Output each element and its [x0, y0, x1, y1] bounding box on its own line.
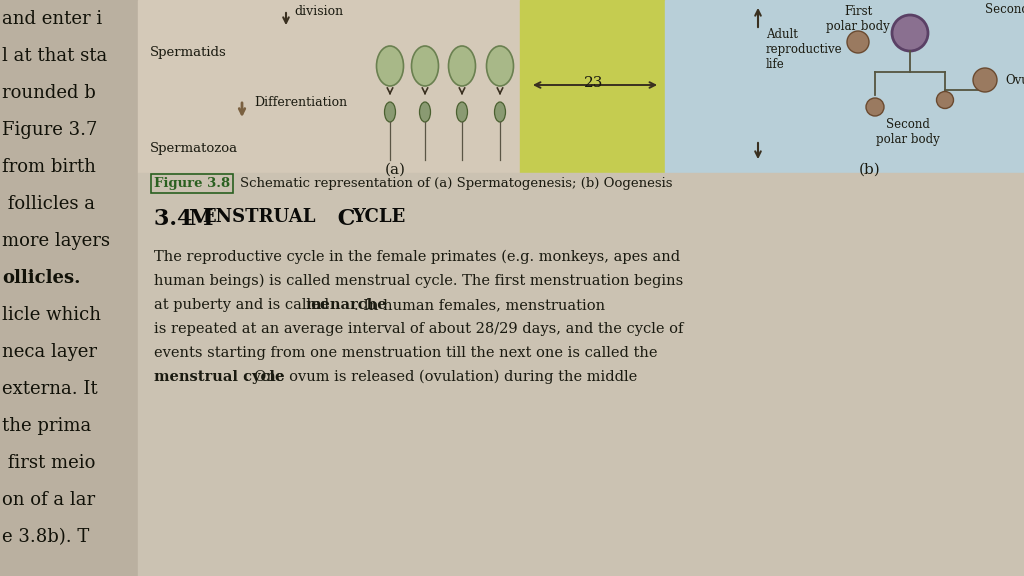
- Text: neca layer: neca layer: [2, 343, 97, 361]
- Text: 23: 23: [585, 76, 604, 90]
- Ellipse shape: [866, 98, 884, 116]
- Bar: [138, 0, 678, 173]
- Bar: [520, 0, 665, 173]
- Text: Second: Second: [985, 3, 1024, 16]
- Text: Adult
reproductive
life: Adult reproductive life: [766, 28, 843, 71]
- Ellipse shape: [495, 102, 506, 122]
- Text: . One ovum is released (ovulation) during the middle: . One ovum is released (ovulation) durin…: [245, 370, 637, 384]
- Text: Ovu: Ovu: [1005, 74, 1024, 87]
- Text: (a): (a): [384, 163, 406, 177]
- Ellipse shape: [973, 68, 997, 92]
- Ellipse shape: [486, 46, 513, 86]
- Text: human beings) is called menstrual cycle. The first menstruation begins: human beings) is called menstrual cycle.…: [154, 274, 683, 289]
- Text: The reproductive cycle in the female primates (e.g. monkeys, apes and: The reproductive cycle in the female pri…: [154, 250, 680, 264]
- Text: externa. It: externa. It: [2, 380, 97, 398]
- Text: licle which: licle which: [2, 306, 101, 324]
- Text: Spermatids: Spermatids: [150, 46, 226, 59]
- Text: M: M: [188, 208, 213, 230]
- Text: Figure 3.7: Figure 3.7: [2, 121, 97, 139]
- Ellipse shape: [892, 15, 928, 51]
- Text: Schematic representation of (a) Spermatogenesis; (b) Oogenesis: Schematic representation of (a) Spermato…: [240, 177, 673, 190]
- Text: Spermatozoa: Spermatozoa: [150, 142, 239, 155]
- Text: Second
polar body: Second polar body: [877, 118, 940, 146]
- Text: ENSTRUAL: ENSTRUAL: [202, 208, 315, 226]
- Text: division: division: [294, 5, 343, 18]
- Text: the prima: the prima: [2, 417, 91, 435]
- Ellipse shape: [457, 102, 468, 122]
- Text: events starting from one menstruation till the next one is called the: events starting from one menstruation ti…: [154, 346, 657, 360]
- Text: First
polar body: First polar body: [826, 5, 890, 33]
- Text: from birth: from birth: [2, 158, 96, 176]
- Ellipse shape: [449, 46, 475, 86]
- Text: 3.4: 3.4: [154, 208, 200, 230]
- Text: on of a lar: on of a lar: [2, 491, 95, 509]
- Text: more layers: more layers: [2, 232, 110, 250]
- Text: Figure 3.8: Figure 3.8: [154, 177, 230, 190]
- Text: first meio: first meio: [2, 454, 95, 472]
- Text: (b): (b): [859, 163, 881, 177]
- Bar: [665, 0, 1024, 173]
- Text: is repeated at an average interval of about 28/29 days, and the cycle of: is repeated at an average interval of ab…: [154, 322, 683, 336]
- Text: menarche: menarche: [305, 298, 387, 312]
- Bar: [0, 0, 138, 576]
- Text: follicles a: follicles a: [2, 195, 95, 213]
- Text: and enter i: and enter i: [2, 10, 102, 28]
- Ellipse shape: [384, 102, 395, 122]
- Text: l at that sta: l at that sta: [2, 47, 108, 65]
- Text: e 3.8b). T: e 3.8b). T: [2, 528, 89, 546]
- Text: C: C: [330, 208, 355, 230]
- Ellipse shape: [420, 102, 430, 122]
- Text: menstrual cycle: menstrual cycle: [154, 370, 285, 384]
- Text: at puberty and is called: at puberty and is called: [154, 298, 334, 312]
- Text: Differentiation: Differentiation: [254, 96, 347, 109]
- Bar: [138, 173, 1024, 576]
- Ellipse shape: [847, 31, 869, 53]
- Ellipse shape: [937, 92, 953, 108]
- Ellipse shape: [412, 46, 438, 86]
- Text: ollicles.: ollicles.: [2, 269, 81, 287]
- Text: YCLE: YCLE: [352, 208, 406, 226]
- Text: . In human females, menstruation: . In human females, menstruation: [353, 298, 605, 312]
- Text: rounded b: rounded b: [2, 84, 96, 102]
- Ellipse shape: [377, 46, 403, 86]
